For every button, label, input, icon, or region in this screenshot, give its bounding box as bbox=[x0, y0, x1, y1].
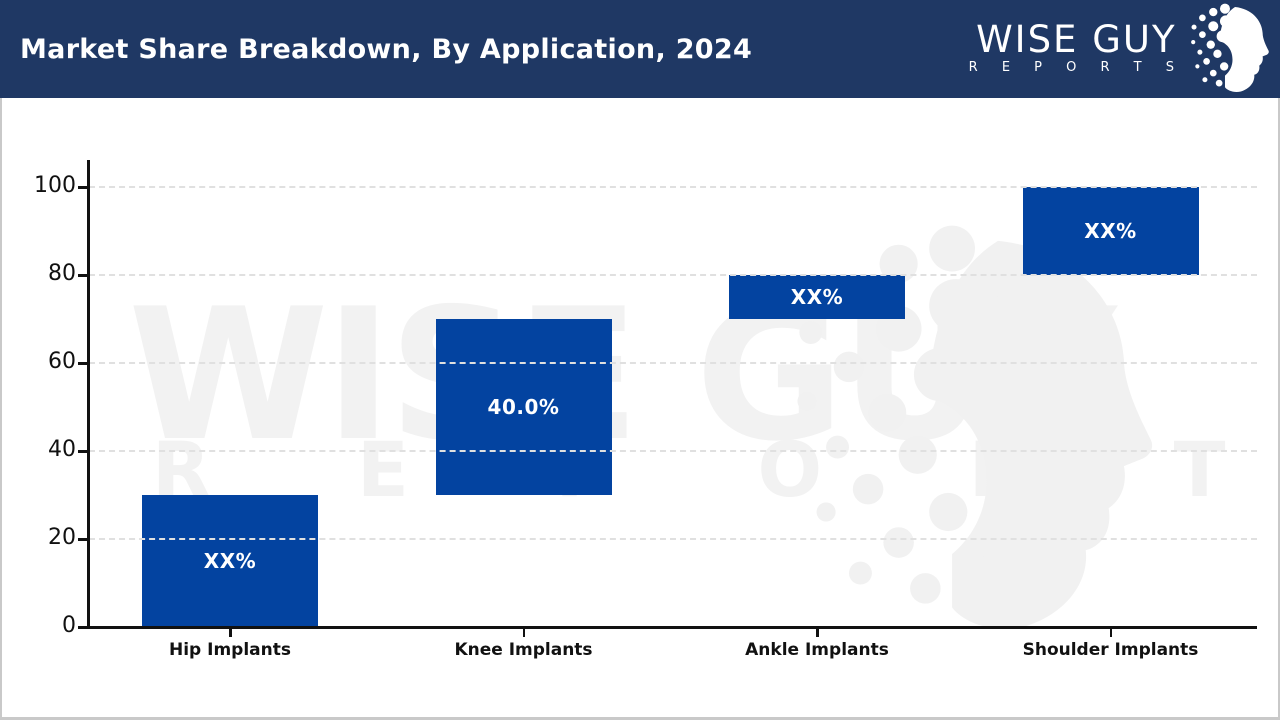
x-axis-tick bbox=[229, 628, 232, 637]
page-title: Market Share Breakdown, By Application, … bbox=[20, 33, 753, 65]
bar-value-label: XX% bbox=[1084, 219, 1137, 243]
bar-segment: XX% bbox=[142, 495, 318, 627]
x-axis-tick bbox=[1109, 628, 1112, 637]
gridline bbox=[89, 362, 1257, 364]
bar-segment: XX% bbox=[729, 275, 905, 319]
dotted-head-icon bbox=[1191, 3, 1269, 93]
y-axis-tick-label: 20 bbox=[48, 525, 76, 550]
x-axis-category-label: Knee Implants bbox=[454, 640, 593, 660]
x-axis-category-label: Shoulder Implants bbox=[1022, 640, 1199, 660]
bar-value-label: XX% bbox=[790, 285, 844, 309]
y-axis-tick-label: 60 bbox=[48, 349, 76, 374]
gridline bbox=[89, 186, 1257, 188]
bar-segment: 40.0% bbox=[435, 319, 612, 495]
y-axis-line bbox=[87, 160, 90, 629]
gridline bbox=[89, 450, 1257, 452]
y-axis-tick-label: 0 bbox=[62, 613, 76, 638]
y-axis-tick-label: 80 bbox=[48, 261, 76, 286]
brand-logo: WISE GUY R E P O R T S bbox=[969, 2, 1274, 94]
brand-subtitle: R E P O R T S bbox=[968, 60, 1184, 76]
y-axis-tick bbox=[78, 450, 87, 453]
bar-value-label: XX% bbox=[203, 549, 257, 573]
x-axis-tick bbox=[816, 628, 819, 637]
x-axis-line bbox=[87, 626, 1257, 629]
x-axis-tick bbox=[522, 628, 525, 637]
gridline bbox=[89, 274, 1257, 276]
brand-name: WISE GUY bbox=[976, 17, 1177, 61]
y-axis-tick-label: 100 bbox=[34, 173, 76, 198]
gridline bbox=[89, 538, 1257, 540]
y-axis-tick-label: 40 bbox=[48, 437, 76, 462]
header-bar: Market Share Breakdown, By Application, … bbox=[0, 0, 1280, 98]
y-axis-tick bbox=[78, 626, 87, 629]
y-axis-tick bbox=[78, 186, 87, 189]
x-axis-category-label: Hip Implants bbox=[169, 640, 291, 660]
bar-segment: XX% bbox=[1022, 187, 1199, 275]
y-axis-tick bbox=[78, 362, 87, 365]
bar-value-label: 40.0% bbox=[487, 395, 560, 419]
y-axis-tick bbox=[78, 274, 87, 277]
watermark-dotted-head-icon bbox=[797, 225, 1153, 629]
brand-logo-text: WISE GUY R E P O R T S bbox=[968, 17, 1184, 76]
x-axis-category-label: Ankle Implants bbox=[745, 640, 889, 660]
y-axis-tick bbox=[78, 538, 87, 541]
